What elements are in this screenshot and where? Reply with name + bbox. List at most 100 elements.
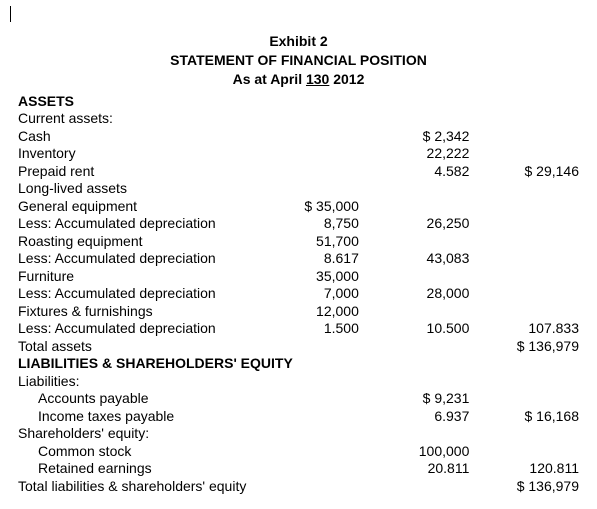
- row-geneq-dep: Less: Accumulated depreciation 8,750 26,…: [18, 215, 579, 233]
- geneq-dep-label: Less: Accumulated depreciation: [18, 215, 262, 233]
- fixtures-c2: [373, 303, 484, 321]
- row-total-assets: Total assets $ 136,979: [18, 338, 579, 356]
- furniture-c2: [373, 268, 484, 286]
- row-roast-dep: Less: Accumulated depreciation 8.617 43,…: [18, 250, 579, 268]
- roast-dep-label: Less: Accumulated depreciation: [18, 250, 262, 268]
- ap-label: Accounts payable: [18, 390, 262, 408]
- common-label: Common stock: [18, 443, 262, 461]
- total-assets-label: Total assets: [18, 338, 262, 356]
- inventory-c1: [262, 145, 373, 163]
- retained-c1: [262, 460, 373, 478]
- roast-c3: [483, 233, 579, 251]
- liab-eq-heading: LIABILITIES & SHAREHOLDERS' EQUITY: [18, 355, 579, 373]
- exhibit-line: Exhibit 2: [18, 32, 579, 51]
- geneq-c3: [483, 198, 579, 216]
- current-assets-label: Current assets:: [18, 110, 579, 128]
- fixtures-dep-c1: 1.500: [262, 320, 373, 338]
- roast-dep-c1: 8.617: [262, 250, 373, 268]
- roast-c2: [373, 233, 484, 251]
- furniture-c1: 35,000: [262, 268, 373, 286]
- row-cash: Cash $ 2,342: [18, 128, 579, 146]
- geneq-label: General equipment: [18, 198, 262, 216]
- long-lived-label: Long-lived assets: [18, 180, 579, 198]
- retained-c2: 20.811: [373, 460, 484, 478]
- row-inventory: Inventory 22,222: [18, 145, 579, 163]
- prepaid-c2: 4.582: [373, 163, 484, 181]
- roast-label: Roasting equipment: [18, 233, 262, 251]
- geneq-dep-c3: [483, 215, 579, 233]
- liabilities-label: Liabilities:: [18, 373, 579, 391]
- row-common: Common stock 100,000: [18, 443, 579, 461]
- row-itp: Income taxes payable 6.937 $ 16,168: [18, 408, 579, 426]
- current-assets-row: Current assets:: [18, 110, 579, 128]
- fixtures-dep-c3: 107.833: [483, 320, 579, 338]
- liabilities-row: Liabilities:: [18, 373, 579, 391]
- ap-c1: [262, 390, 373, 408]
- inventory-c2: 22,222: [373, 145, 484, 163]
- furniture-dep-c3: [483, 285, 579, 303]
- fixtures-c1: 12,000: [262, 303, 373, 321]
- financial-table: ASSETS Current assets: Cash $ 2,342 Inve…: [18, 93, 579, 496]
- common-c3: [483, 443, 579, 461]
- geneq-c1: $ 35,000: [262, 198, 373, 216]
- cash-c1: [262, 128, 373, 146]
- total-liab-eq-label: Total liabilities & shareholders' equity: [18, 478, 262, 496]
- asat-post: 2012: [329, 71, 364, 87]
- roast-c1: 51,700: [262, 233, 373, 251]
- fixtures-c3: [483, 303, 579, 321]
- section-assets: ASSETS: [18, 93, 579, 111]
- inventory-label: Inventory: [18, 145, 262, 163]
- shareholders-row: Shareholders' equity:: [18, 425, 579, 443]
- geneq-c2: [373, 198, 484, 216]
- statement-header: Exhibit 2 STATEMENT OF FINANCIAL POSITIO…: [18, 32, 579, 89]
- cash-c2: $ 2,342: [373, 128, 484, 146]
- ap-c2: $ 9,231: [373, 390, 484, 408]
- asat-line: As at April 130 2012: [18, 70, 579, 89]
- title-line: STATEMENT OF FINANCIAL POSITION: [18, 51, 579, 70]
- roast-dep-c2: 43,083: [373, 250, 484, 268]
- cash-label: Cash: [18, 128, 262, 146]
- fixtures-dep-label: Less: Accumulated depreciation: [18, 320, 262, 338]
- row-fixtures: Fixtures & furnishings 12,000: [18, 303, 579, 321]
- long-lived-row: Long-lived assets: [18, 180, 579, 198]
- furniture-dep-label: Less: Accumulated depreciation: [18, 285, 262, 303]
- itp-c3: $ 16,168: [483, 408, 579, 426]
- section-liab-eq: LIABILITIES & SHAREHOLDERS' EQUITY: [18, 355, 579, 373]
- prepaid-label: Prepaid rent: [18, 163, 262, 181]
- asat-pre: As at April: [233, 71, 306, 87]
- asat-date-underlined: 130: [306, 71, 329, 87]
- shareholders-label: Shareholders' equity:: [18, 425, 579, 443]
- geneq-dep-c1: 8,750: [262, 215, 373, 233]
- total-assets-value: $ 136,979: [483, 338, 579, 356]
- prepaid-c3: $ 29,146: [483, 163, 579, 181]
- row-geneq: General equipment $ 35,000: [18, 198, 579, 216]
- row-furniture: Furniture 35,000: [18, 268, 579, 286]
- common-c2: 100,000: [373, 443, 484, 461]
- retained-c3: 120.811: [483, 460, 579, 478]
- geneq-dep-c2: 26,250: [373, 215, 484, 233]
- total-liab-eq-value: $ 136,979: [483, 478, 579, 496]
- text-cursor: [10, 6, 11, 22]
- itp-c1: [262, 408, 373, 426]
- row-fixtures-dep: Less: Accumulated depreciation 1.500 10.…: [18, 320, 579, 338]
- furniture-dep-c1: 7,000: [262, 285, 373, 303]
- inventory-c3: [483, 145, 579, 163]
- retained-label: Retained earnings: [18, 460, 262, 478]
- fixtures-dep-c2: 10.500: [373, 320, 484, 338]
- row-ap: Accounts payable $ 9,231: [18, 390, 579, 408]
- row-retained: Retained earnings 20.811 120.811: [18, 460, 579, 478]
- furniture-dep-c2: 28,000: [373, 285, 484, 303]
- roast-dep-c3: [483, 250, 579, 268]
- fixtures-label: Fixtures & furnishings: [18, 303, 262, 321]
- row-total-liab-eq: Total liabilities & shareholders' equity…: [18, 478, 579, 496]
- itp-label: Income taxes payable: [18, 408, 262, 426]
- ap-c3: [483, 390, 579, 408]
- row-prepaid: Prepaid rent 4.582 $ 29,146: [18, 163, 579, 181]
- row-roast: Roasting equipment 51,700: [18, 233, 579, 251]
- common-c1: [262, 443, 373, 461]
- row-furniture-dep: Less: Accumulated depreciation 7,000 28,…: [18, 285, 579, 303]
- itp-c2: 6.937: [373, 408, 484, 426]
- assets-heading: ASSETS: [18, 93, 579, 111]
- furniture-label: Furniture: [18, 268, 262, 286]
- furniture-c3: [483, 268, 579, 286]
